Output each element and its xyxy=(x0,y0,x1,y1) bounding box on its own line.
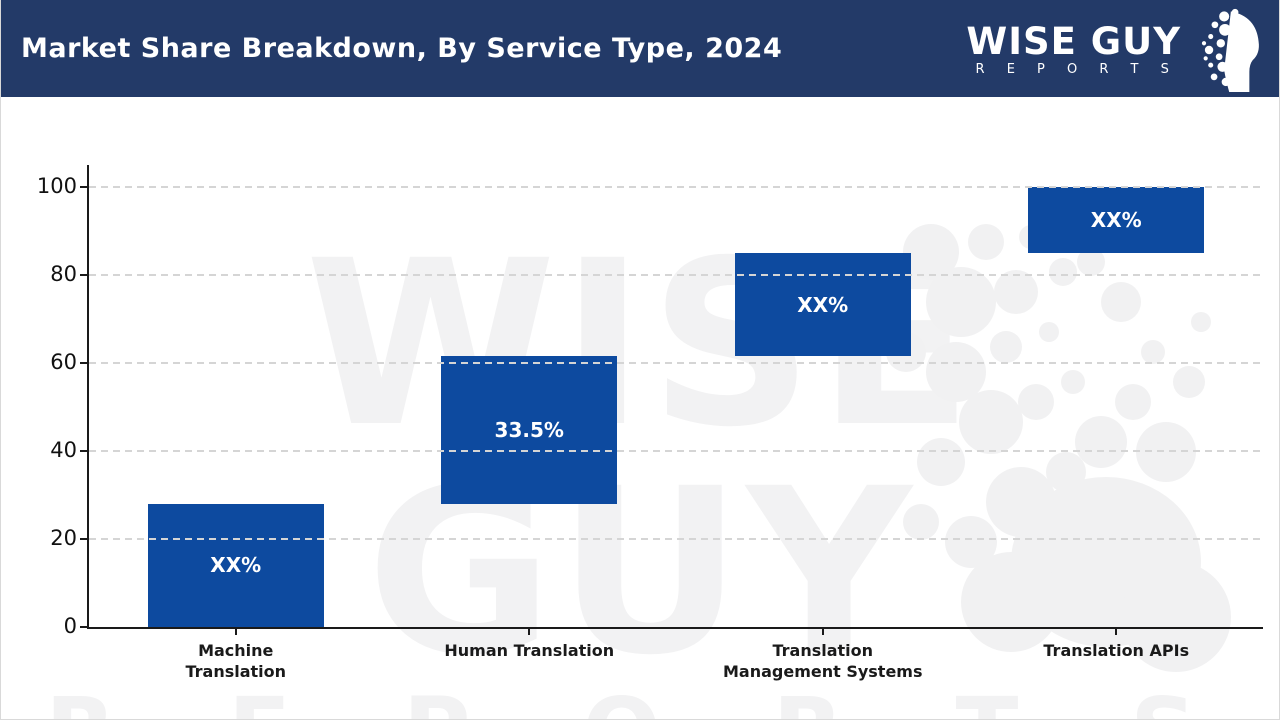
y-axis-tick xyxy=(80,362,88,364)
x-axis-tick xyxy=(528,627,531,635)
y-axis-tick xyxy=(80,186,88,188)
y-axis-line xyxy=(87,165,89,629)
gridline xyxy=(89,274,1263,276)
watermark-subtitle: R E P O R T S xyxy=(41,686,1241,720)
y-axis-tick-label: 80 xyxy=(50,262,77,286)
x-axis-category-label: Translation APIs xyxy=(1043,641,1190,660)
bar: XX% xyxy=(147,503,324,627)
y-axis-tick-label: 20 xyxy=(50,526,77,550)
y-axis-tick xyxy=(80,450,88,452)
chart-title: Market Share Breakdown, By Service Type,… xyxy=(21,33,783,64)
bar-value-label: XX% xyxy=(797,292,849,317)
y-axis-tick-label: 40 xyxy=(50,438,77,462)
gridline xyxy=(89,362,1263,364)
gridline xyxy=(89,450,1263,452)
y-axis-tick xyxy=(80,626,88,628)
x-axis-category-label: Translation Management Systems xyxy=(722,641,923,681)
bar: XX% xyxy=(1028,187,1205,253)
y-axis-tick-label: 60 xyxy=(50,350,77,374)
logo-wordmark: WISE GUY xyxy=(966,19,1181,63)
gridline xyxy=(89,538,1263,540)
logo-subtitle: R E P O R T S xyxy=(975,62,1178,78)
gridline xyxy=(89,186,1263,188)
y-axis-tick xyxy=(80,538,88,540)
x-axis-category-label: Machine Translation xyxy=(185,641,287,681)
x-axis-category-label: Human Translation xyxy=(444,641,615,660)
x-axis-tick xyxy=(234,627,237,635)
y-axis-tick xyxy=(80,274,88,276)
bar-value-label: 33.5% xyxy=(494,418,564,443)
plot-area: WISE GUY R E P O R T S XX%Machine Transl… xyxy=(1,97,1279,720)
bar-value-label: XX% xyxy=(210,553,262,578)
x-axis-line xyxy=(87,627,1263,629)
bar: XX% xyxy=(734,253,911,357)
header-bar: Market Share Breakdown, By Service Type,… xyxy=(1,0,1279,97)
wiseguy-head-icon xyxy=(1201,8,1259,92)
bar-value-label: XX% xyxy=(1090,208,1142,232)
wiseguy-logo: WISE GUY R E P O R T S xyxy=(966,8,1267,92)
x-axis-tick xyxy=(1115,627,1118,635)
y-axis-tick-label: 0 xyxy=(63,614,77,638)
y-axis-tick-label: 100 xyxy=(36,174,77,198)
x-axis-tick xyxy=(821,627,824,635)
bar: 33.5% xyxy=(441,356,618,504)
